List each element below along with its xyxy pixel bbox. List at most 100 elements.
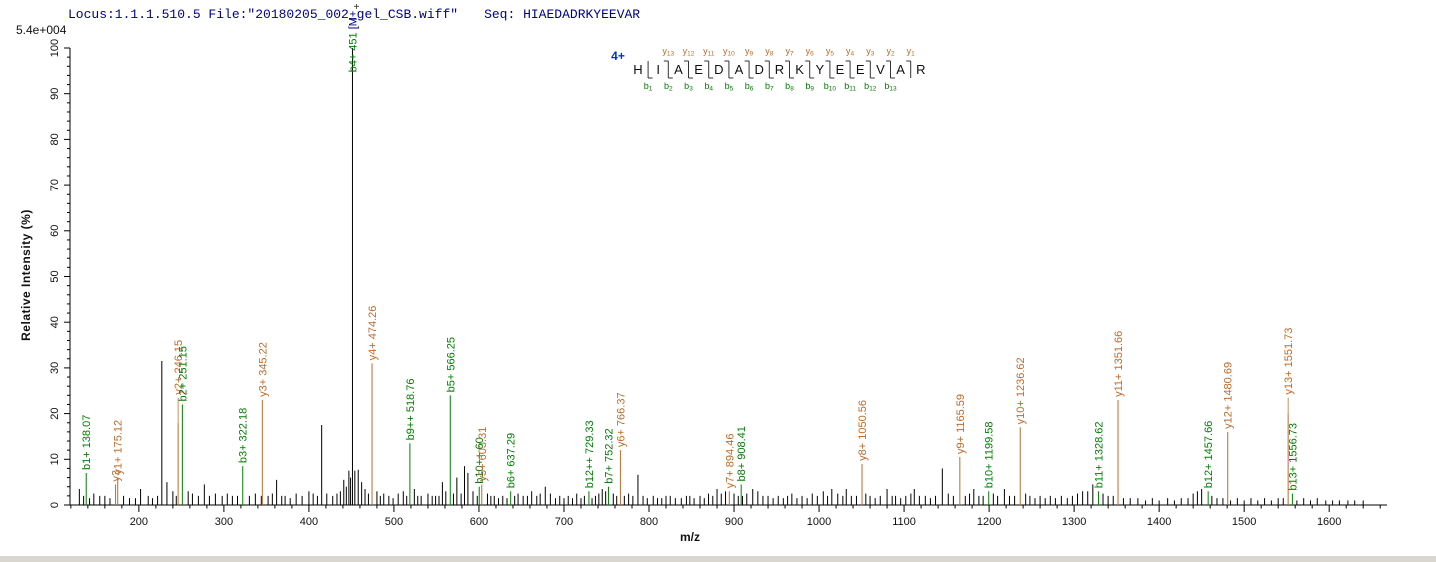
b-ion-tag: b9 <box>805 81 814 93</box>
peak-label: y9+ 1165.59 <box>955 394 967 454</box>
y-ion-tag: y4 <box>846 46 855 58</box>
peak-label: b2+ 251.15 <box>177 346 189 401</box>
y-tick-label: 100 <box>49 39 61 57</box>
peak-label: b5+ 566.25 <box>445 337 457 392</box>
residue-letter: A <box>735 62 744 77</box>
x-tick-label: 1200 <box>977 516 1001 528</box>
b-ion-tag: b4 <box>704 81 713 93</box>
peak-label: y2+ 246.15 <box>173 340 185 395</box>
peak-label: b12+ 1457.66 <box>1203 421 1215 489</box>
y-ion-tag: y5 <box>826 46 835 58</box>
peak-label: y12+ 1480.69 <box>1223 362 1235 429</box>
y-ion-tag: y12 <box>683 46 695 58</box>
peak-label: b13+ 1556.73 <box>1287 423 1299 491</box>
residue-letter: R <box>775 62 784 77</box>
y-tick-label: 60 <box>49 225 61 237</box>
x-tick-label: 400 <box>300 516 318 528</box>
residue-letter: E <box>856 62 865 77</box>
x-tick-label: 600 <box>470 516 488 528</box>
spectrum-header: Locus:1.1.1.510.5 File:"20180205_002_gel… <box>68 7 640 22</box>
b-ion-tag: b11 <box>844 81 856 93</box>
b-ion-tag: b12 <box>864 81 877 93</box>
y-ion-tag: y10 <box>723 46 735 58</box>
y-ion-tag: y11 <box>703 46 715 58</box>
b-ion-tag: b10 <box>824 81 837 93</box>
x-tick-label: 1300 <box>1062 516 1086 528</box>
b-ion-tag: b6 <box>745 81 754 93</box>
y-tick-label: 80 <box>49 133 61 145</box>
x-tick-label: 1000 <box>807 516 831 528</box>
x-tick-label: 800 <box>640 516 658 528</box>
x-tick-label: 1400 <box>1147 516 1171 528</box>
peak-label: b8+ 908.41 <box>736 426 748 481</box>
peak-label: b10+ 1199.58 <box>984 422 996 489</box>
y-tick-label: 50 <box>49 270 61 282</box>
locus-file-label: Locus:1.1.1.510.5 File:"20180205_002_gel… <box>68 7 459 22</box>
y-ion-tag: y7 <box>785 46 794 58</box>
y-tick-label: 10 <box>49 453 61 465</box>
y-ion-tag: y1 <box>907 46 916 58</box>
peak-label: y3+ 345.22 <box>257 342 269 397</box>
b-ion-tag: b7 <box>765 81 774 93</box>
residue-letter: H <box>633 62 642 77</box>
y-tick-label: 0 <box>49 502 61 508</box>
b-ion-tag: b1 <box>644 81 653 93</box>
y-ion-tag: y6 <box>806 46 815 58</box>
y-tick-label: 30 <box>49 362 61 374</box>
residue-letter: A <box>674 62 683 77</box>
peak-label: y10+ 1236.62 <box>1015 357 1027 424</box>
y-tick-label: 20 <box>49 407 61 419</box>
y-ion-tag: y8 <box>765 46 774 58</box>
b-ion-tag: b2 <box>664 81 673 93</box>
residue-letter: E <box>694 62 703 77</box>
peak-label: b6+ 637.29 <box>506 433 518 488</box>
peak-label: b12++ 729.33 <box>584 420 596 488</box>
peak-label: b11+ 1328.62 <box>1093 422 1105 489</box>
x-axis-title: m/z <box>679 530 700 544</box>
peak-label: b1+ 138.07 <box>81 415 93 470</box>
residue-letter: D <box>755 62 764 77</box>
base-peak-intensity-label: 5.4e+004 <box>16 23 67 37</box>
b-ion-tag: b3 <box>684 81 693 93</box>
b-ion-tag: b5 <box>725 81 734 93</box>
peak-label: y5+ 603.31 <box>477 427 489 482</box>
peak-label: y11+ 1351.66 <box>1113 331 1125 397</box>
residue-letter: E <box>836 62 845 77</box>
residue-letter: Y <box>815 62 824 77</box>
b-ion-tag: b13 <box>884 81 897 93</box>
peak-label: y7+ 894.46 <box>724 434 736 489</box>
peak-label: y1+ 175.12 <box>113 420 125 475</box>
x-tick-label: 900 <box>725 516 743 528</box>
y-ion-tag: y3 <box>866 46 875 58</box>
peak-label: y8+ 1050.56 <box>857 400 869 461</box>
x-tick-label: 1600 <box>1317 516 1341 528</box>
x-tick-label: 1100 <box>892 516 916 528</box>
x-tick-label: 300 <box>215 516 233 528</box>
residue-letter: I <box>656 62 660 77</box>
peak-label: y4+ 474.26 <box>367 306 379 361</box>
residue-letter: K <box>795 62 804 77</box>
y-ion-tag: y9 <box>745 46 754 58</box>
peak-label: y13+ 1551.73 <box>1283 328 1295 395</box>
y-ion-tag: y13 <box>662 46 674 58</box>
residue-letter: A <box>896 62 905 77</box>
precursor-charge-label: 4+ <box>611 49 625 63</box>
y-tick-label: 40 <box>49 316 61 328</box>
precursor-plus-mark: + <box>354 2 360 13</box>
peak-label: b4+ 451 [M+ <box>347 11 359 73</box>
peak-label: b10++ 60 <box>474 437 486 484</box>
y-tick-label: 90 <box>49 88 61 100</box>
x-tick-label: 500 <box>385 516 403 528</box>
peak-label: b3+ 322.18 <box>238 408 250 463</box>
b-ion-tag: b8 <box>785 81 794 93</box>
x-tick-label: 200 <box>130 516 148 528</box>
residue-letter: D <box>714 62 723 77</box>
peak-label: y3 <box>111 470 123 482</box>
residue-letter: R <box>916 62 925 77</box>
peak-label: b9++ 518.76 <box>405 379 417 441</box>
window-bottom-edge <box>0 556 1436 562</box>
peak-label: b7+ 752.32 <box>603 428 615 483</box>
seq-label: Seq: HIAEDADRKYEEVAR <box>484 7 641 22</box>
